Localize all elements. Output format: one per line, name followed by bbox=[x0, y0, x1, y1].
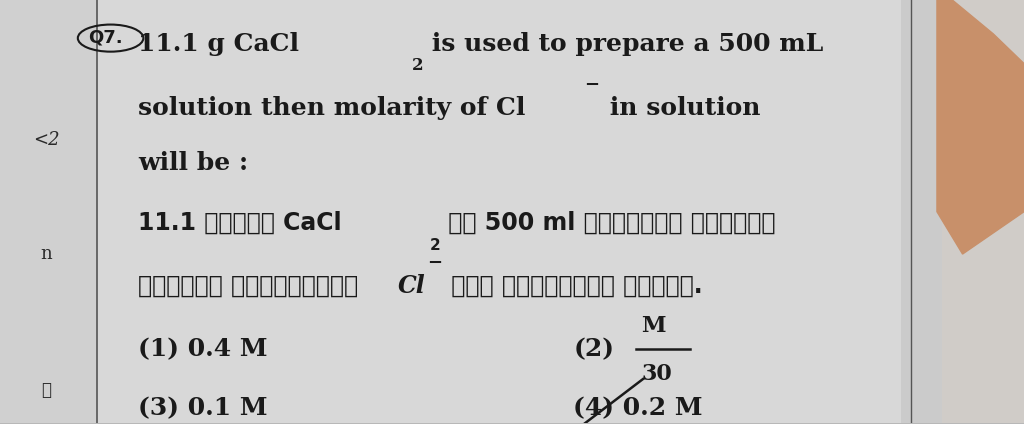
Text: Q7.: Q7. bbox=[88, 28, 123, 46]
Text: <2: <2 bbox=[33, 131, 59, 149]
Text: is used to prepare a 500 mL: is used to prepare a 500 mL bbox=[423, 33, 823, 56]
Text: 2: 2 bbox=[430, 238, 440, 253]
Polygon shape bbox=[937, 0, 1024, 254]
Text: Cl: Cl bbox=[397, 274, 425, 298]
Text: (3) 0.1 M: (3) 0.1 M bbox=[138, 396, 267, 421]
Text: in solution: in solution bbox=[601, 96, 761, 120]
FancyBboxPatch shape bbox=[97, 0, 901, 424]
Text: (4) 0.2 M: (4) 0.2 M bbox=[573, 396, 702, 421]
FancyBboxPatch shape bbox=[901, 0, 942, 424]
FancyBboxPatch shape bbox=[0, 0, 97, 424]
Text: M: M bbox=[641, 315, 666, 337]
Text: (1) 0.4 M: (1) 0.4 M bbox=[138, 338, 267, 361]
Text: એ: એ bbox=[41, 381, 51, 399]
Text: 30: 30 bbox=[641, 363, 672, 385]
Text: 11.1 ਗ્રામ CaCl: 11.1 ਗ્રામ CaCl bbox=[138, 210, 342, 234]
Text: 11.1 g CaCl: 11.1 g CaCl bbox=[138, 33, 299, 56]
FancyBboxPatch shape bbox=[942, 0, 1024, 424]
Text: 2: 2 bbox=[412, 57, 423, 74]
Text: will be :: will be : bbox=[138, 151, 249, 175]
Text: −: − bbox=[584, 76, 599, 94]
Text: (2): (2) bbox=[573, 338, 614, 361]
Text: solution then molarity of Cl: solution then molarity of Cl bbox=[138, 96, 525, 120]
Text: આયન સાંદ્રતા જણાવો.: આયન સાંદ્રતા જણાવો. bbox=[443, 274, 703, 298]
Text: બનાવતા દ્રાવણમાં: બનાવતા દ્રાવણમાં bbox=[138, 274, 367, 298]
Text: −: − bbox=[427, 254, 442, 271]
Text: ને 500 ml પાણીમાં દ્રાવણ: ને 500 ml પાણીમાં દ્રાવણ bbox=[440, 210, 776, 234]
Text: n: n bbox=[40, 245, 52, 263]
